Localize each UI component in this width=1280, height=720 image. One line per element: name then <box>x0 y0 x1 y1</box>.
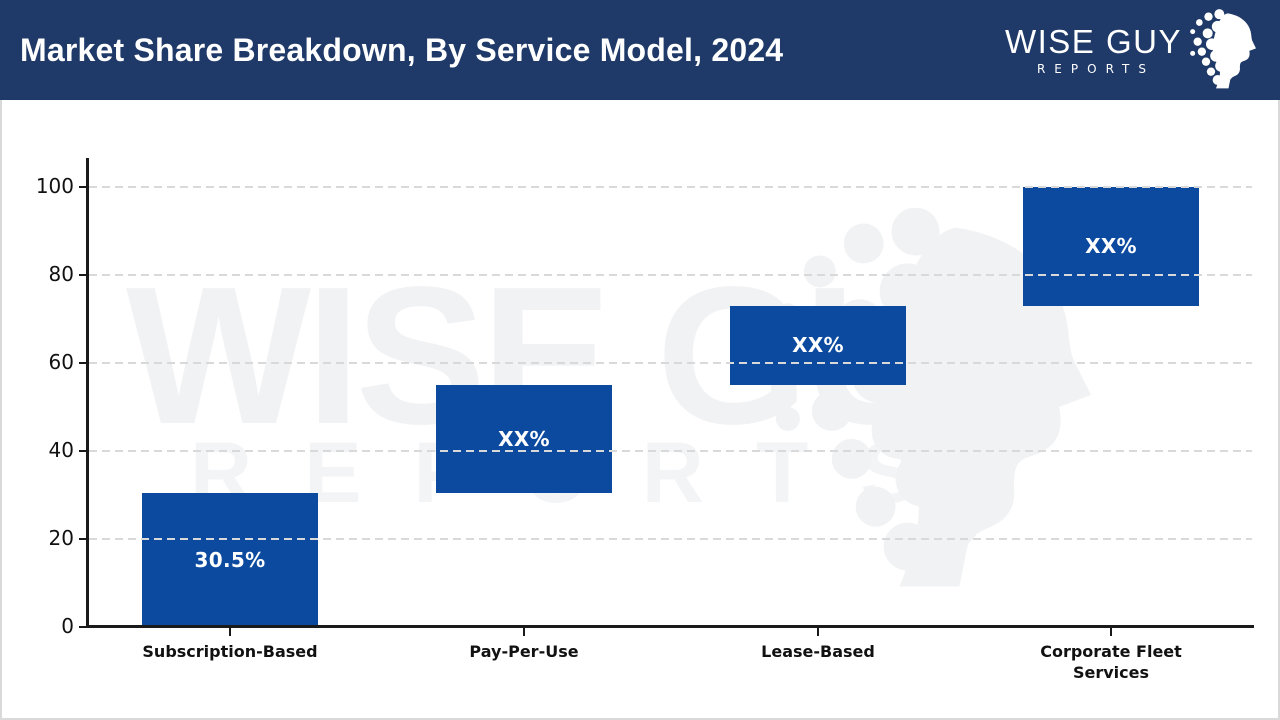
dotted-face-profile-icon <box>1190 9 1256 89</box>
bar-corporate-fleet-services: XX% <box>1023 187 1199 306</box>
x-tick-label-subscription-based: Subscription-Based <box>142 642 318 661</box>
y-tick-label-0: 0 <box>61 614 74 638</box>
y-tick-label-80: 80 <box>48 262 74 286</box>
y-tick-mark-40 <box>79 450 87 452</box>
gridline-60 <box>89 362 1252 364</box>
wiseguy-logo: WISE GUY REPORTS <box>1005 8 1256 92</box>
bar-subscription-based: 30.5% <box>142 492 318 627</box>
x-tick-label-pay-per-use: Pay-Per-Use <box>469 642 579 661</box>
y-tick-label-100: 100 <box>35 174 74 198</box>
y-tick-mark-0 <box>79 626 87 628</box>
x-tick-label-corporate-fleet-services: Corporate Fleet Services <box>1040 642 1182 682</box>
y-tick-label-60: 60 <box>48 350 74 374</box>
y-tick-mark-100 <box>79 186 87 188</box>
bar-pay-per-use: XX% <box>436 385 612 493</box>
gridline-40 <box>89 450 1252 452</box>
logo-brand-name: WISE GUY <box>1004 22 1182 60</box>
y-tick-label-20: 20 <box>48 526 74 550</box>
header-bar: Market Share Breakdown, By Service Model… <box>0 0 1280 100</box>
x-tick-mark-lease-based <box>817 628 819 636</box>
y-tick-mark-80 <box>79 274 87 276</box>
gridline-100 <box>89 186 1252 188</box>
bar-lease-based: XX% <box>730 305 906 385</box>
y-axis-line <box>86 158 89 628</box>
chart-title: Market Share Breakdown, By Service Model… <box>20 31 784 68</box>
x-tick-mark-subscription-based <box>229 628 231 636</box>
logo-text: WISE GUY REPORTS <box>1004 22 1182 76</box>
x-axis-line <box>86 625 1254 628</box>
x-tick-mark-pay-per-use <box>523 628 525 636</box>
bar-value-label: XX% <box>498 426 550 451</box>
y-tick-mark-60 <box>79 362 87 364</box>
gridline-80 <box>89 274 1252 276</box>
bar-value-label: 30.5% <box>194 547 266 572</box>
y-tick-mark-20 <box>79 538 87 540</box>
bar-value-label: XX% <box>1085 234 1137 259</box>
x-tick-label-lease-based: Lease-Based <box>761 642 875 661</box>
logo-brand-sub: REPORTS <box>1036 61 1155 76</box>
y-tick-label-40: 40 <box>48 438 74 462</box>
gridline-20 <box>89 538 1252 540</box>
x-tick-mark-corporate-fleet-services <box>1110 628 1112 636</box>
bar-value-label: XX% <box>792 333 844 358</box>
